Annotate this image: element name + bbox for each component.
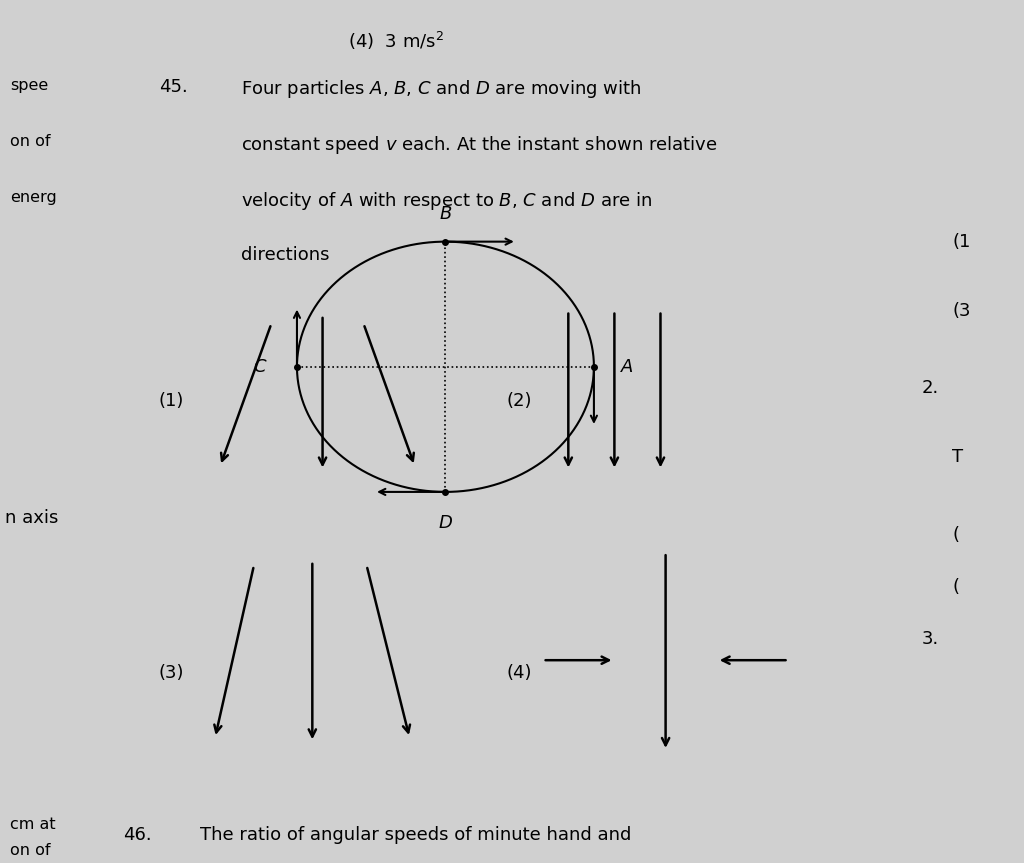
- Text: Four particles $A$, $B$, $C$ and $D$ are moving with: Four particles $A$, $B$, $C$ and $D$ are…: [241, 78, 641, 99]
- Text: $\it{B}$: $\it{B}$: [439, 205, 452, 224]
- Text: (1): (1): [159, 393, 184, 410]
- Text: (: (: [952, 526, 959, 544]
- Text: (: (: [952, 578, 959, 595]
- Text: 3.: 3.: [922, 630, 939, 647]
- Text: spee: spee: [10, 78, 48, 92]
- Text: (3): (3): [159, 665, 184, 682]
- Text: directions: directions: [241, 246, 329, 264]
- Text: (2): (2): [507, 393, 532, 410]
- Text: on of: on of: [10, 842, 51, 858]
- Text: $\it{A}$: $\it{A}$: [620, 358, 634, 375]
- Text: (4)  3 m/s$^2$: (4) 3 m/s$^2$: [348, 30, 444, 53]
- Text: n axis: n axis: [5, 509, 58, 526]
- Text: 45.: 45.: [159, 78, 187, 96]
- Text: 46.: 46.: [123, 827, 152, 844]
- Text: (1: (1: [952, 233, 971, 250]
- Text: (3: (3: [952, 302, 971, 319]
- Text: velocity of $A$ with respect to $B$, $C$ and $D$ are in: velocity of $A$ with respect to $B$, $C$…: [241, 190, 652, 211]
- Text: on of: on of: [10, 134, 51, 148]
- Text: energ: energ: [10, 190, 57, 205]
- Text: T: T: [952, 449, 964, 466]
- Text: $\it{D}$: $\it{D}$: [438, 514, 453, 532]
- Text: The ratio of angular speeds of minute hand and: The ratio of angular speeds of minute ha…: [200, 827, 631, 844]
- Text: 2.: 2.: [922, 380, 939, 397]
- Text: cm at: cm at: [10, 816, 56, 832]
- Text: constant speed $v$ each. At the instant shown relative: constant speed $v$ each. At the instant …: [241, 134, 718, 155]
- Text: $\it{C}$: $\it{C}$: [253, 358, 267, 375]
- Text: (4): (4): [507, 665, 532, 682]
